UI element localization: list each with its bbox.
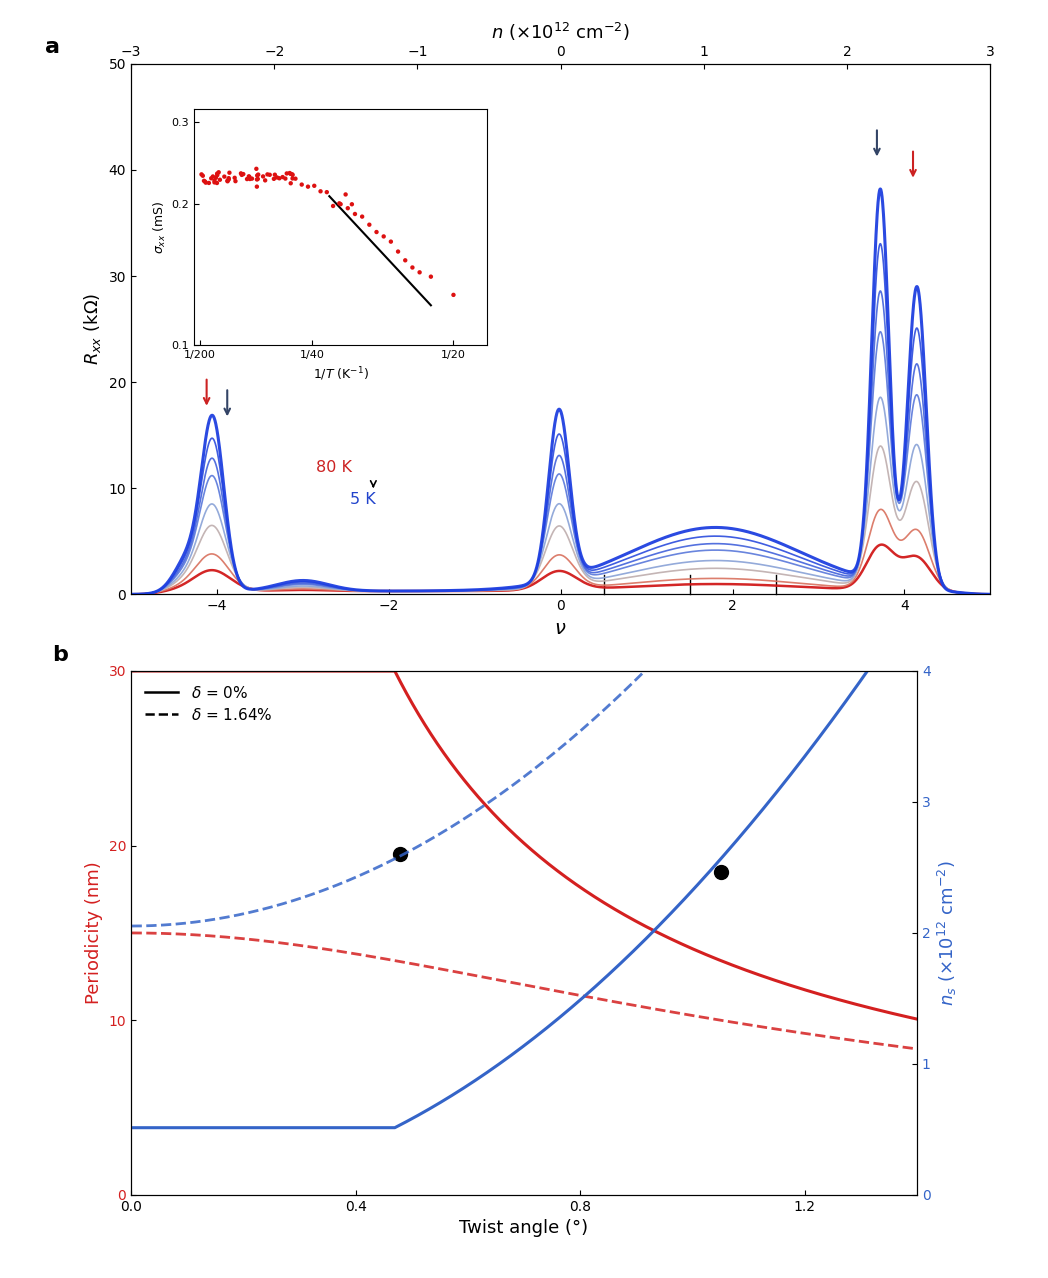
Point: [248, 165, 265, 185]
Point: [361, 215, 377, 235]
X-axis label: $1/T$ (K$^{-1}$): $1/T$ (K$^{-1}$): [312, 366, 369, 383]
Point: [234, 165, 250, 185]
Point: [383, 231, 399, 252]
Y-axis label: $\sigma_{xx}$ (mS): $\sigma_{xx}$ (mS): [152, 201, 169, 253]
Point: [257, 170, 274, 190]
Point: [445, 285, 462, 305]
Point: [195, 166, 212, 187]
Point: [282, 164, 299, 184]
Point: [265, 169, 282, 189]
Point: [249, 169, 266, 189]
Point: [235, 164, 252, 184]
X-axis label: $n$ ($\times$10$^{12}$ cm$^{-2}$): $n$ ($\times$10$^{12}$ cm$^{-2}$): [492, 22, 630, 43]
Legend: $\delta$ = 0%, $\delta$ = 1.64%: $\delta$ = 0%, $\delta$ = 1.64%: [138, 679, 278, 728]
Point: [312, 181, 329, 202]
Point: [354, 206, 371, 226]
Point: [259, 164, 276, 184]
Point: [209, 165, 225, 185]
Point: [193, 164, 210, 184]
Point: [266, 165, 283, 185]
Point: [206, 173, 223, 193]
Point: [332, 194, 349, 215]
Text: b: b: [52, 644, 68, 665]
Y-axis label: $R_{xx}$ (k$\Omega$): $R_{xx}$ (k$\Omega$): [82, 293, 103, 366]
Point: [208, 167, 224, 188]
Point: [220, 169, 237, 189]
Text: a: a: [45, 37, 60, 58]
Point: [212, 170, 228, 190]
Point: [337, 184, 354, 204]
Point: [248, 176, 265, 197]
Text: 5 K: 5 K: [350, 492, 376, 507]
Point: [240, 166, 257, 187]
Y-axis label: $n_s$ ($\times$10$^{12}$ cm$^{-2}$): $n_s$ ($\times$10$^{12}$ cm$^{-2}$): [936, 860, 959, 1006]
Point: [293, 174, 310, 194]
Point: [331, 193, 348, 213]
Point: [390, 242, 407, 262]
Point: [241, 169, 258, 189]
Point: [306, 175, 323, 196]
Point: [220, 167, 237, 188]
X-axis label: Twist angle (°): Twist angle (°): [459, 1219, 589, 1237]
Point: [204, 166, 221, 187]
Point: [422, 266, 439, 286]
Point: [347, 203, 364, 224]
Point: [261, 165, 278, 185]
Point: [284, 164, 301, 184]
Point: [340, 198, 356, 219]
Point: [211, 162, 227, 183]
Point: [300, 176, 316, 197]
Point: [243, 169, 260, 189]
Point: [241, 166, 258, 187]
Point: [206, 170, 223, 190]
Point: [209, 164, 225, 184]
Point: [281, 162, 298, 183]
Point: [203, 169, 220, 189]
Point: [255, 166, 271, 187]
Point: [271, 167, 288, 188]
Point: [219, 170, 236, 190]
Point: [239, 169, 256, 189]
Point: [197, 173, 214, 193]
Point: [279, 164, 296, 184]
Y-axis label: Periodicity (nm): Periodicity (nm): [85, 861, 103, 1005]
Point: [209, 173, 225, 193]
Point: [200, 173, 217, 193]
Point: [216, 166, 233, 187]
Text: 80 K: 80 K: [315, 460, 352, 475]
Point: [287, 169, 304, 189]
Point: [248, 158, 265, 179]
Point: [319, 181, 335, 202]
X-axis label: $\nu$: $\nu$: [554, 619, 567, 638]
Point: [268, 167, 285, 188]
Point: [221, 162, 238, 183]
Point: [197, 171, 214, 192]
Point: [282, 173, 299, 193]
Point: [397, 250, 414, 271]
Point: [219, 171, 236, 192]
Point: [233, 164, 249, 184]
Point: [277, 169, 293, 189]
Point: [227, 171, 244, 192]
Point: [226, 167, 243, 188]
Point: [375, 226, 392, 247]
Point: [284, 169, 301, 189]
Point: [325, 196, 342, 216]
Point: [275, 167, 291, 188]
Point: [411, 262, 428, 282]
Point: [196, 171, 213, 192]
Point: [284, 165, 301, 185]
Point: [344, 194, 361, 215]
Point: [249, 165, 266, 185]
Point: [405, 257, 421, 277]
Point: [248, 169, 265, 189]
Point: [368, 222, 385, 243]
